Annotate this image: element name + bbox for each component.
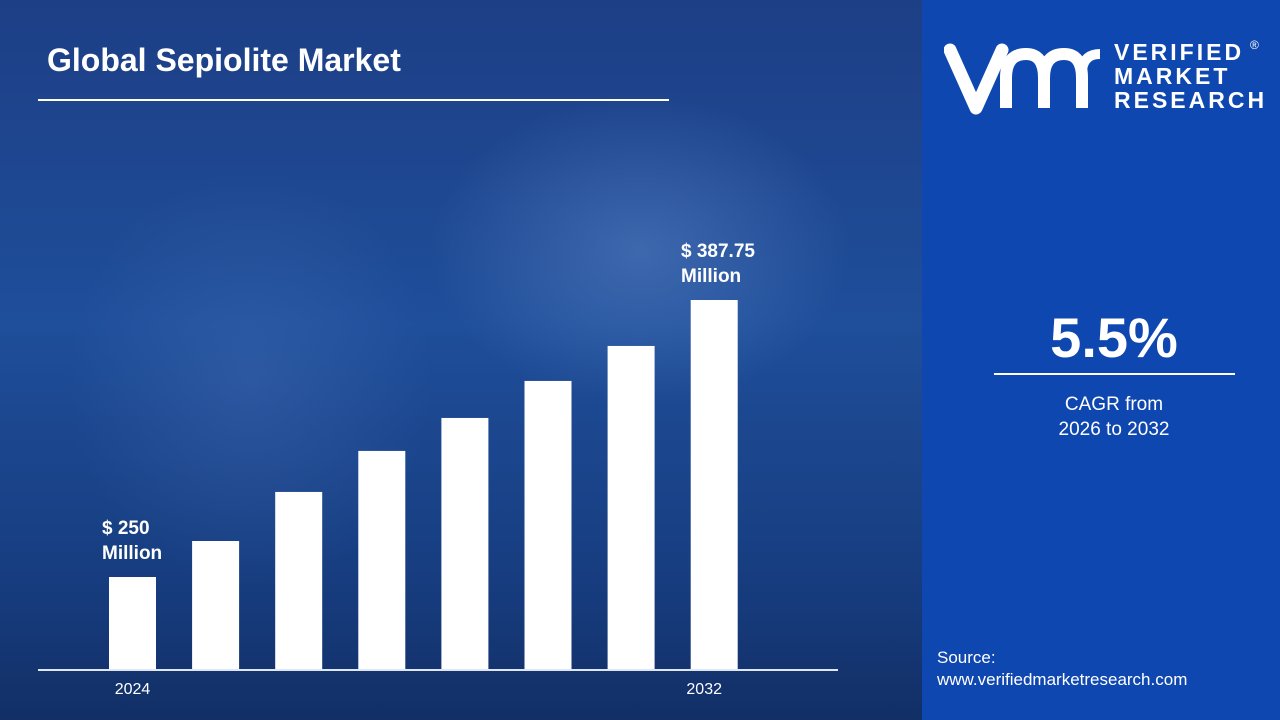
source-label: Source: — [937, 648, 996, 667]
brand-line-2: MARKET — [1114, 63, 1231, 89]
bar-2 — [275, 491, 323, 669]
brand-line-3: RESEARCH — [1114, 87, 1268, 113]
cagr-value: 5.5% — [1050, 306, 1178, 369]
last-value-label: $ 387.75 Million — [681, 239, 755, 289]
registered-mark: ® — [1250, 38, 1259, 52]
x-tick-label: 2032 — [686, 681, 722, 698]
cagr-caption-line1: CAGR from — [1064, 394, 1164, 415]
first-value-label: $ 250 Million — [102, 516, 162, 566]
first-value-unit: Million — [102, 543, 163, 564]
bar-7 — [690, 300, 738, 669]
bar-0 — [109, 577, 156, 669]
cagr-caption: CAGR from 2026 to 2032 — [994, 392, 1234, 442]
title-divider — [38, 99, 669, 101]
bar-5 — [524, 380, 572, 669]
bar-3 — [358, 450, 406, 669]
brand-line-1: VERIFIED — [1114, 39, 1245, 65]
cagr-caption-line2: 2026 to 2032 — [1058, 419, 1170, 440]
source-url[interactable]: www.verifiedmarketresearch.com — [937, 670, 1188, 689]
brand-panel — [922, 0, 1280, 720]
vmr-logo-icon — [944, 43, 1101, 115]
brand-name: VERIFIED MARKET RESEARCH — [1114, 40, 1267, 112]
bar-1 — [192, 541, 240, 669]
cagr-divider — [994, 373, 1235, 375]
page-title: Global Sepiolite Market — [47, 42, 401, 78]
source: Source: www.verifiedmarketresearch.com — [937, 647, 1187, 691]
bar-4 — [441, 417, 489, 669]
first-value-amount: $ 250 — [102, 518, 150, 539]
bar-chart: 2024 2032 — [38, 300, 838, 698]
last-value-amount: $ 387.75 — [681, 241, 755, 262]
bar-6 — [607, 345, 655, 669]
x-tick-label: 2024 — [115, 681, 151, 698]
last-value-unit: Million — [681, 266, 742, 287]
